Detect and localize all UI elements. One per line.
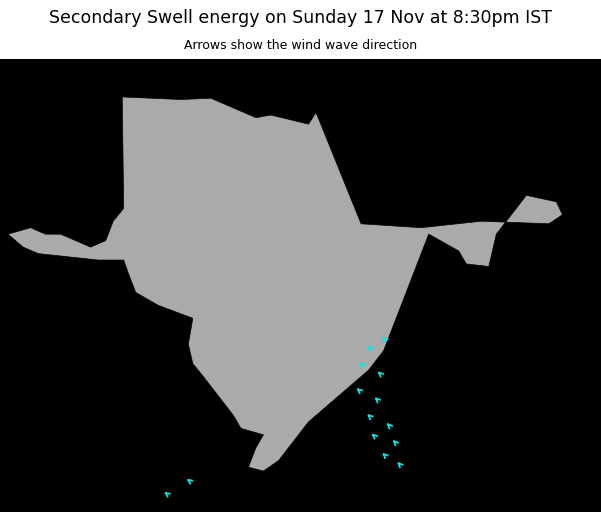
Text: Secondary Swell energy on Sunday 17 Nov at 8:30pm IST: Secondary Swell energy on Sunday 17 Nov …: [49, 9, 552, 27]
Text: Arrows show the wind wave direction: Arrows show the wind wave direction: [184, 39, 417, 52]
